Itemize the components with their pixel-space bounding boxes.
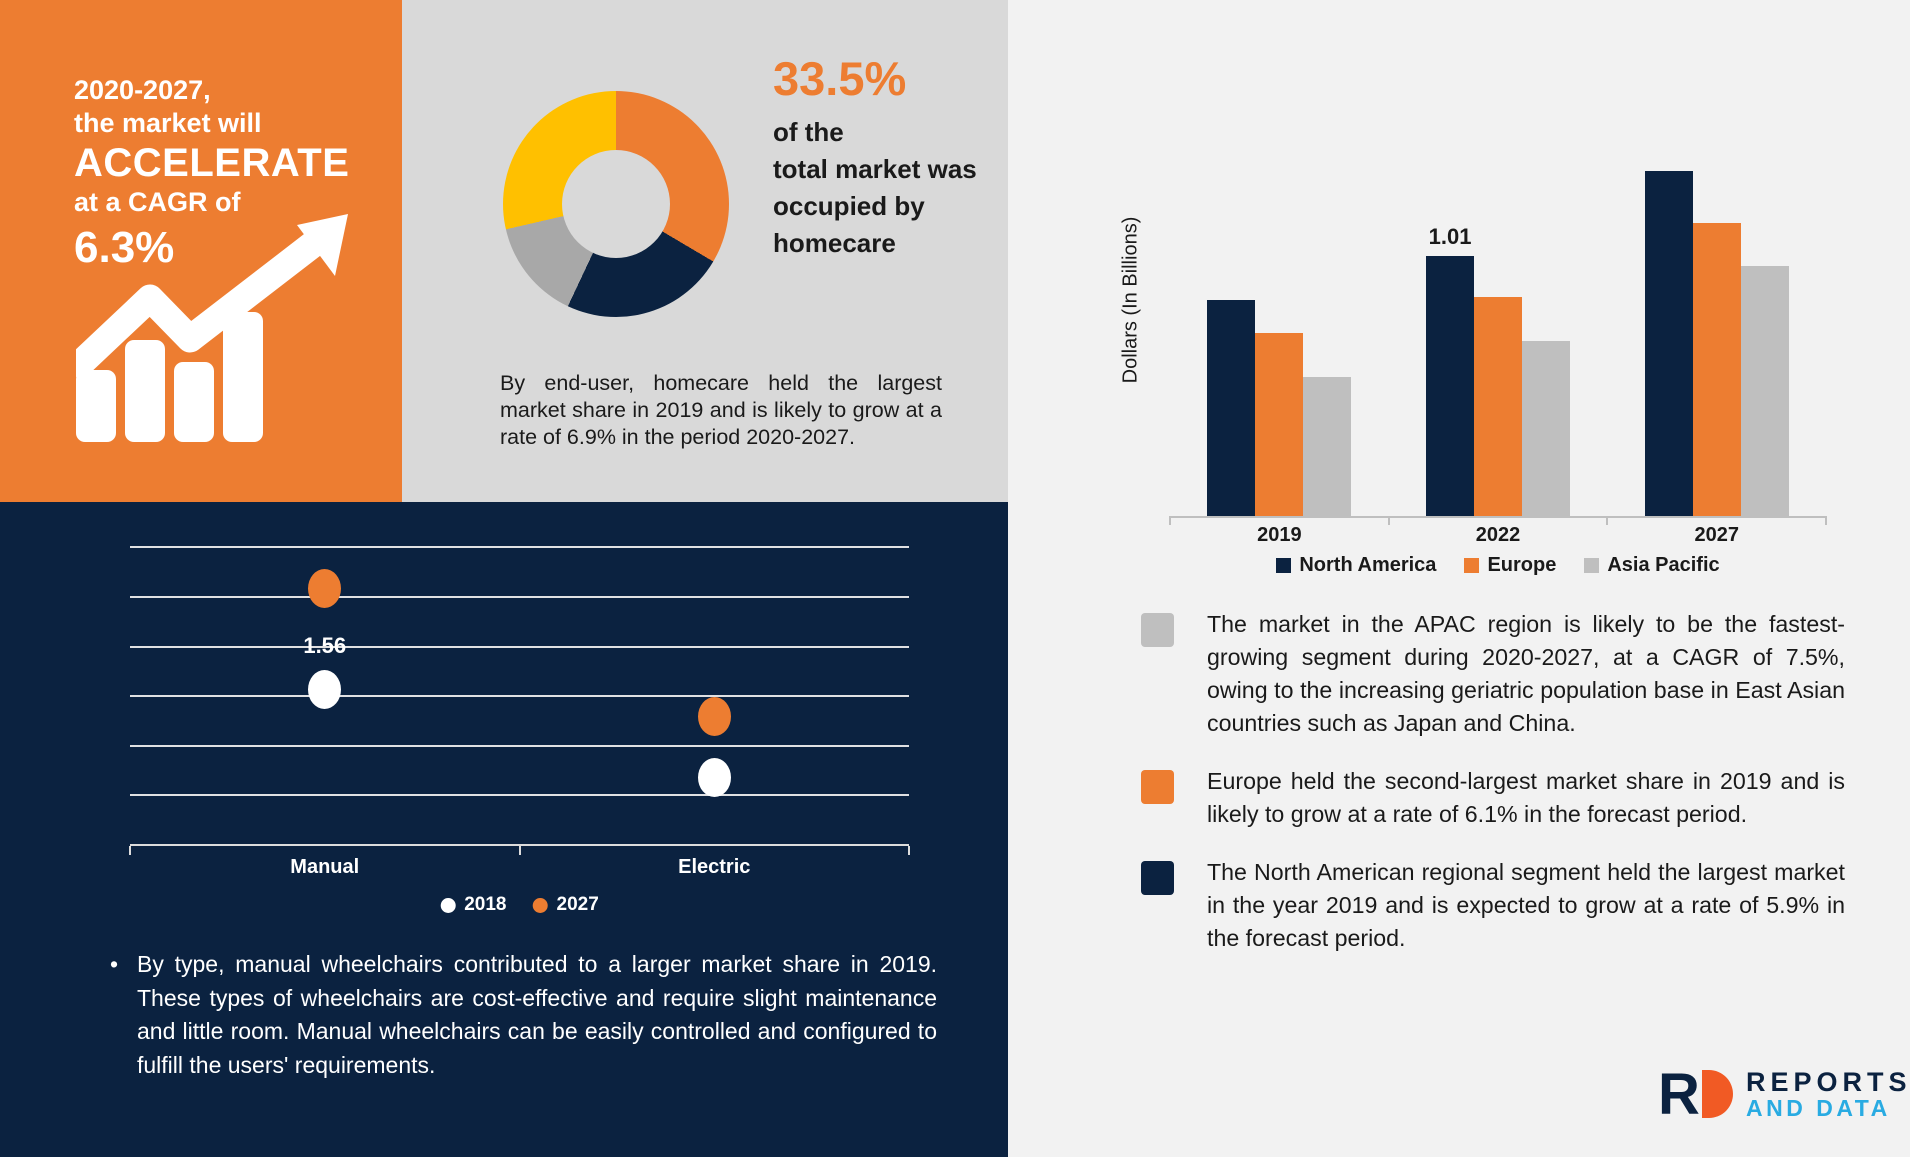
regional-bullet-text: Europe held the second-largest market sh… xyxy=(1207,768,1845,827)
bar-chart-axis-tick xyxy=(1825,516,1828,525)
dot-plot-legend-label: 2018 xyxy=(464,894,507,915)
bullet-square-icon xyxy=(1141,613,1174,647)
dot-plot-gridline xyxy=(130,546,909,549)
homecare-stat-value: 33.5% xyxy=(773,52,907,105)
dot-plot-point-2027-Manual xyxy=(308,568,342,608)
bar-Europe-2019 xyxy=(1255,333,1304,516)
accelerate-period: 2020-2027, xyxy=(74,75,211,105)
logo-line2: AND DATA xyxy=(1746,1095,1891,1121)
dot-plot-legend-item-2027: 2027 xyxy=(532,894,599,916)
regional-bullet-text: The market in the APAC region is likely … xyxy=(1207,611,1845,736)
regional-bullet-text: The North American regional segment held… xyxy=(1207,859,1845,951)
bullet-glyph: • xyxy=(110,951,119,977)
dot-plot-x-axis xyxy=(130,844,909,846)
bullet-square-icon xyxy=(1141,861,1174,895)
bar-chart-y-axis-label: Dollars (In Billions) xyxy=(1119,216,1142,384)
end-user-donut-chart xyxy=(503,91,729,317)
legend-square-icon xyxy=(1584,558,1600,573)
logo-line1: REPORTS xyxy=(1746,1067,1910,1097)
bar-chart-category-label-2027: 2027 xyxy=(1694,524,1740,546)
dot-plot-legend: 2018 2027 xyxy=(440,894,599,916)
accelerate-panel: 2020-2027, the market will ACCELERATE at… xyxy=(0,0,402,502)
bar-Asia Pacific-2022 xyxy=(1522,340,1571,516)
accelerate-headline: 2020-2027, the market will ACCELERATE at… xyxy=(74,74,349,273)
type-bullet: • By type, manual wheelchairs contribute… xyxy=(110,948,940,1082)
bar-chart-legend: North America Europe Asia Pacific xyxy=(1170,554,1826,577)
dot-plot-gridline xyxy=(130,794,909,797)
bar-chart-axis-tick xyxy=(1169,516,1171,525)
dot-plot-category-label-Manual: Manual xyxy=(290,856,360,878)
dot-plot-gridline xyxy=(130,596,909,598)
regional-bullet-list: The market in the APAC region is likely … xyxy=(1141,608,1851,980)
legend-square-icon xyxy=(1276,558,1292,573)
dot-plot-data-label: 1.56 xyxy=(303,633,347,659)
accelerate-line2: the market will xyxy=(74,108,262,138)
reports-and-data-logo: R REPORTS AND DATA xyxy=(1660,1068,1910,1120)
logo-mark-icon: R xyxy=(1660,1068,1733,1120)
bar-chart-category-label-2022: 2022 xyxy=(1475,524,1521,546)
dot-plot-point-2018-Manual xyxy=(308,669,342,709)
bar-chart-legend-label: North America xyxy=(1299,554,1437,576)
dot-plot-gridline xyxy=(130,744,909,747)
dot-plot-axis-tick xyxy=(908,846,910,855)
regional-bullet-0: The market in the APAC region is likely … xyxy=(1141,608,1851,740)
legend-square-icon xyxy=(1464,558,1480,573)
bar-Europe-2022 xyxy=(1474,297,1523,516)
bar-Europe-2027 xyxy=(1692,222,1741,516)
growth-arrow-icon xyxy=(76,214,348,442)
regional-bullet-1: Europe held the second-largest market sh… xyxy=(1141,765,1851,831)
homecare-panel: 33.5% of the total market was occupied by h… xyxy=(402,0,1008,502)
bar-North America-2019 xyxy=(1207,299,1256,516)
dot-plot-legend-item-2018: 2018 xyxy=(440,894,507,916)
homecare-stat-block: 33.5% of the total market was occupied by h… xyxy=(773,52,983,262)
homecare-stat-caption: of the total market was occupied by homecar… xyxy=(773,114,983,262)
dot-plot-axis-tick xyxy=(129,846,131,855)
dot-plot-point-2018-Electric xyxy=(697,758,731,798)
dot-plot-legend-label: 2027 xyxy=(556,894,599,915)
bar-North America-2022 xyxy=(1426,256,1475,516)
bar-chart-axis-tick xyxy=(1387,516,1390,525)
homecare-caption-line-0: of the xyxy=(773,117,844,147)
bar-chart-legend-label: Europe xyxy=(1487,554,1557,576)
bar-chart-legend-item-North America: North America xyxy=(1276,554,1436,577)
bar-Asia Pacific-2027 xyxy=(1740,266,1789,516)
homecare-caption-line-2: occupied by xyxy=(773,191,925,221)
bar-North America-2027 xyxy=(1644,171,1693,516)
bar-chart-data-label: 1.01 xyxy=(1428,224,1472,250)
homecare-caption-line-1: total market was xyxy=(773,154,977,184)
dot-plot-axis-tick xyxy=(518,846,521,855)
accelerate-cagr-value: 6.3% xyxy=(74,223,175,272)
donut-hole xyxy=(562,150,670,258)
bullet-square-icon xyxy=(1141,770,1174,804)
dot-plot-gridline xyxy=(130,695,909,698)
bar-Asia Pacific-2019 xyxy=(1303,377,1352,516)
dot-plot-category-label-Electric: Electric xyxy=(678,856,751,878)
type-bullet-text: By type, manual wheelchairs contributed … xyxy=(137,951,937,1078)
type-panel: 1.56 Manual Electric 2018 2027 • By type, ma… xyxy=(0,502,1008,1157)
accelerate-line4: at a CAGR of xyxy=(74,187,241,217)
bar-chart-legend-item-Asia Pacific: Asia Pacific xyxy=(1584,554,1720,577)
regional-panel: Dollars (In Billions) 2019 2022 2027 1.01 No… xyxy=(1008,0,1910,1157)
end-user-paragraph: By end-user, homecare held the largest m… xyxy=(500,370,942,450)
legend-dot-icon xyxy=(440,897,456,913)
regional-bullet-2: The North American regional segment held… xyxy=(1141,856,1851,955)
accelerate-emphasis: ACCELERATE xyxy=(74,141,350,185)
homecare-caption-line-3: homecare xyxy=(773,228,896,258)
bar-chart-category-label-2019: 2019 xyxy=(1257,524,1302,546)
legend-dot-icon xyxy=(532,897,548,913)
bar-chart-legend-item-Europe: Europe xyxy=(1464,554,1556,577)
bar-chart-x-axis xyxy=(1170,516,1826,518)
bar-chart-legend-label: Asia Pacific xyxy=(1607,554,1720,576)
dot-plot-gridline xyxy=(130,645,909,648)
svg-text:R: R xyxy=(1660,1068,1700,1120)
logo-text: REPORTS AND DATA xyxy=(1746,1068,1910,1120)
bar-chart-axis-tick xyxy=(1606,516,1609,525)
dot-plot-point-2027-Electric xyxy=(697,696,731,736)
